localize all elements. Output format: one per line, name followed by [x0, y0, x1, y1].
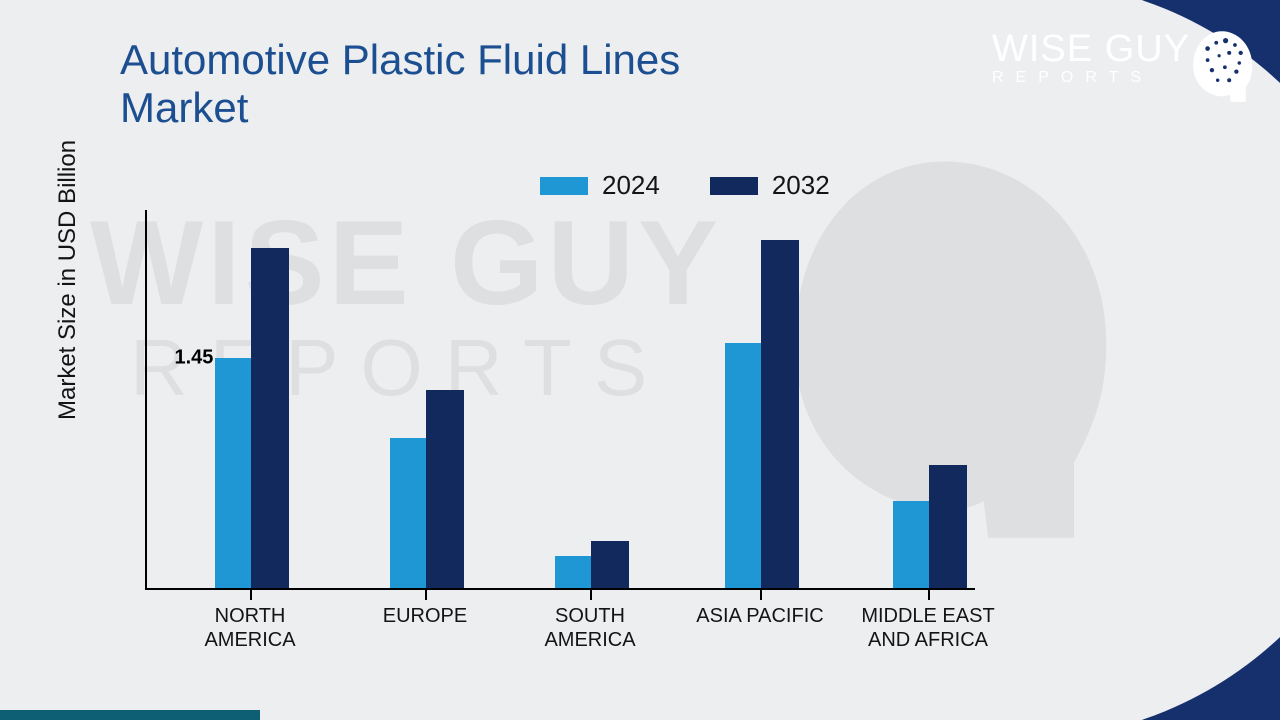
bar-2032 [929, 465, 967, 589]
legend-label-2032: 2032 [772, 170, 830, 201]
legend-label-2024: 2024 [602, 170, 660, 201]
legend-item-2024: 2024 [540, 170, 660, 201]
x-tick [760, 590, 762, 600]
x-tick [590, 590, 592, 600]
x-axis-label: ASIA PACIFIC [685, 604, 835, 628]
bar-2024 [725, 343, 763, 588]
bar-group [893, 465, 967, 589]
bar-2032 [251, 248, 289, 588]
bar-2024 [390, 438, 428, 588]
plot-region: 1.45 [145, 210, 975, 590]
bar-2032 [426, 390, 464, 588]
x-axis-label: EUROPE [350, 604, 500, 628]
legend: 2024 2032 [540, 170, 830, 201]
x-tick [250, 590, 252, 600]
bar-2024 [893, 501, 931, 588]
bottom-stripe [0, 710, 260, 720]
x-axis-label: SOUTH AMERICA [515, 604, 665, 652]
legend-swatch-2032 [710, 177, 758, 195]
bar-2032 [591, 541, 629, 589]
bar-2024 [215, 358, 253, 588]
x-tick [928, 590, 930, 600]
legend-swatch-2024 [540, 177, 588, 195]
bar-group [555, 541, 629, 589]
x-tick [425, 590, 427, 600]
x-axis-label: MIDDLE EAST AND AFRICA [853, 604, 1003, 652]
chart-area: Market Size in USD Billion 2024 2032 1.4… [60, 160, 990, 700]
brand-head-icon [1186, 28, 1258, 108]
x-axis-label: NORTH AMERICA [175, 604, 325, 652]
data-label: 1.45 [175, 347, 214, 370]
bar-group [215, 248, 289, 588]
chart-title: Automotive Plastic Fluid Lines Market [120, 36, 820, 133]
bar-group [390, 390, 464, 588]
brand-word-guy: GUY [1105, 28, 1190, 70]
x-axis: NORTH AMERICA EUROPE SOUTH AMERICA ASIA PAC… [145, 590, 975, 710]
infographic-stage: WISE GUY REPORTS WISE GUY REPORTS Automo… [0, 0, 1280, 720]
brand-logo: WISE GUY REPORTS [992, 28, 1252, 87]
bar-2032 [761, 240, 799, 588]
brand-word-wise: WISE [992, 28, 1093, 70]
bar-group [725, 240, 799, 588]
bar-2024 [555, 556, 593, 588]
legend-item-2032: 2032 [710, 170, 830, 201]
y-axis-label: Market Size in USD Billion [54, 140, 82, 420]
